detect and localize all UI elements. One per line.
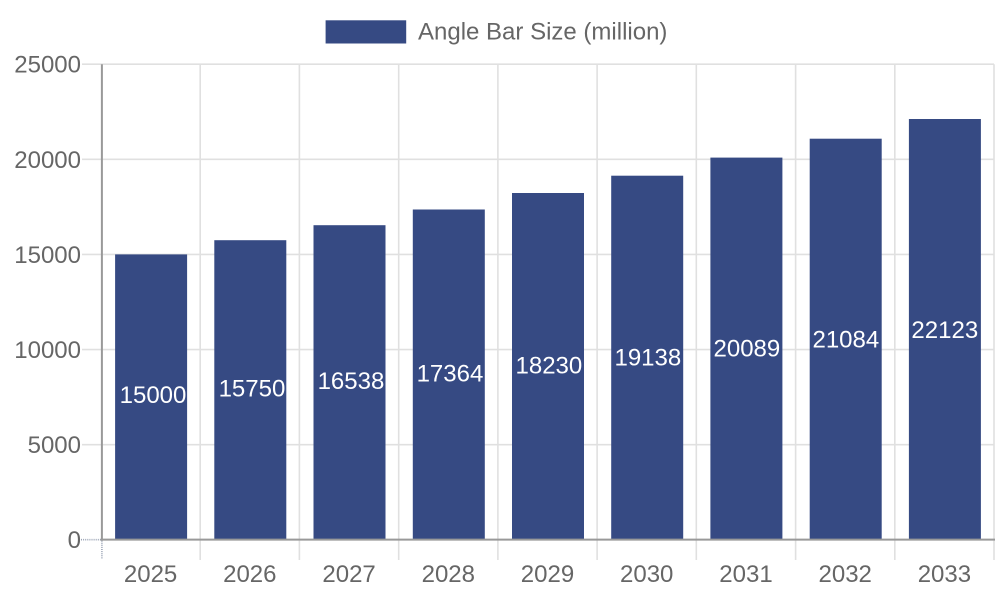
svg-text:21084: 21084 — [812, 327, 879, 354]
svg-text:Angle Bar Size (million): Angle Bar Size (million) — [418, 19, 667, 46]
svg-text:2031: 2031 — [719, 561, 772, 588]
svg-text:10000: 10000 — [14, 337, 81, 364]
svg-text:16538: 16538 — [318, 368, 385, 395]
svg-text:22123: 22123 — [911, 317, 978, 344]
svg-text:15750: 15750 — [219, 375, 286, 402]
svg-text:2026: 2026 — [223, 561, 276, 588]
svg-text:0: 0 — [68, 527, 81, 554]
svg-text:2030: 2030 — [620, 561, 673, 588]
svg-text:2025: 2025 — [124, 561, 177, 588]
svg-text:17364: 17364 — [417, 361, 484, 388]
svg-text:2027: 2027 — [322, 561, 375, 588]
svg-text:2029: 2029 — [521, 561, 574, 588]
svg-text:5000: 5000 — [28, 432, 81, 459]
svg-text:18230: 18230 — [516, 353, 583, 380]
svg-text:19138: 19138 — [614, 344, 681, 371]
svg-text:15000: 15000 — [14, 242, 81, 269]
svg-text:2028: 2028 — [422, 561, 475, 588]
svg-text:2032: 2032 — [819, 561, 872, 588]
svg-text:25000: 25000 — [14, 52, 81, 79]
svg-text:20000: 20000 — [14, 147, 81, 174]
svg-text:2033: 2033 — [918, 561, 971, 588]
svg-text:20089: 20089 — [714, 336, 781, 363]
svg-text:15000: 15000 — [120, 382, 187, 409]
